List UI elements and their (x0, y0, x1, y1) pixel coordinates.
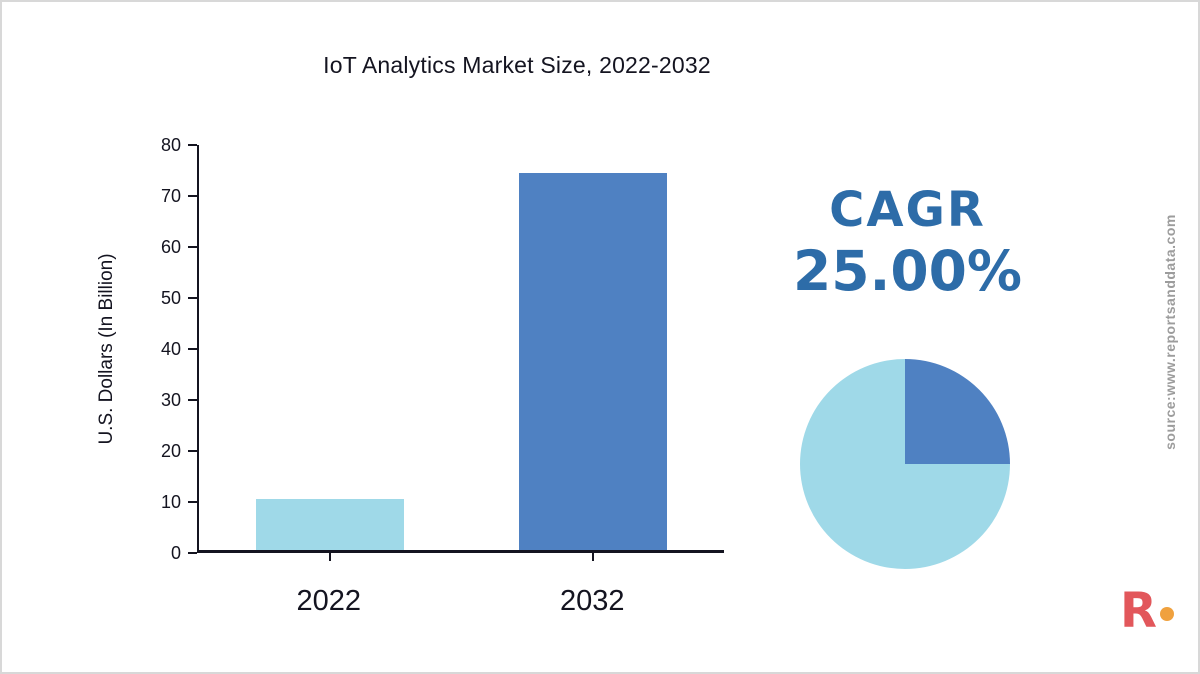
y-axis-title: U.S. Dollars (In Billion) (96, 253, 117, 445)
bar-2032 (518, 172, 667, 550)
y-tick-mark (188, 297, 197, 299)
bar-slot (462, 145, 725, 550)
y-tick-mark (188, 450, 197, 452)
y-tick-label: 10 (160, 492, 181, 512)
logo-dot-icon (1159, 607, 1174, 621)
bars (199, 145, 724, 550)
y-tick-mark (188, 552, 197, 554)
chart-title: IoT Analytics Market Size, 2022-2032 (323, 52, 711, 78)
y-tick-mark (188, 144, 197, 146)
y-tick-mark (188, 399, 197, 401)
pie-chart (800, 359, 1010, 569)
x-tick-mark (591, 553, 594, 561)
x-label-2032: 2032 (559, 585, 625, 617)
bar-slot (199, 145, 462, 550)
source-note: source:www.reportsanddata.com (1162, 214, 1178, 450)
y-tick-label: 40 (160, 339, 181, 359)
y-tick-mark (188, 195, 197, 197)
reports-and-data-logo: R (1120, 587, 1174, 635)
x-labels: 2022 2032 (197, 585, 724, 618)
bar-plot-area (197, 145, 724, 561)
y-axis: 0 10 20 30 40 50 60 70 80 (148, 135, 197, 563)
cagr-block: CAGR 25.00% (760, 182, 1055, 304)
x-ticks (199, 553, 724, 561)
y-tick-label: 30 (160, 390, 181, 410)
x-label-2022: 2022 (296, 585, 361, 617)
bar-2022 (256, 499, 405, 550)
x-tick-mark (329, 553, 332, 561)
y-tick-label: 70 (160, 186, 181, 206)
y-tick-label: 80 (160, 135, 181, 155)
cagr-value: 25.00% (792, 239, 1023, 303)
logo-letter: R (1120, 583, 1157, 639)
y-tick-mark (188, 246, 197, 248)
cagr-label: CAGR (829, 182, 986, 238)
y-tick-label: 0 (170, 543, 181, 563)
y-tick-label: 20 (160, 441, 181, 461)
y-tick-label: 60 (160, 237, 181, 257)
y-tick-label: 50 (160, 288, 181, 308)
y-tick-mark (188, 348, 197, 350)
y-tick-mark (188, 501, 197, 503)
